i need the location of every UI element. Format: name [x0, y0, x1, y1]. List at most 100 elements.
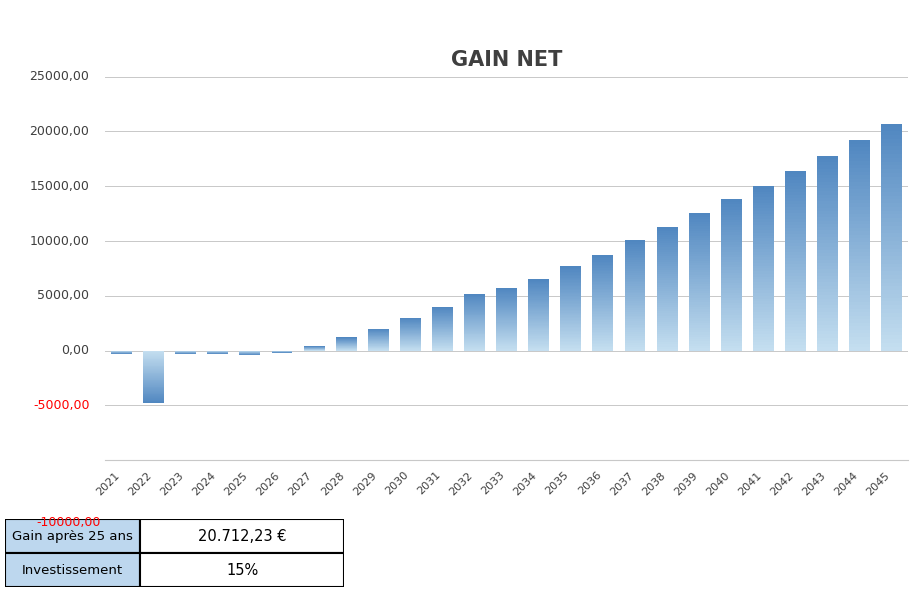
Bar — [592, 284, 613, 286]
Bar — [849, 305, 870, 309]
Bar — [560, 296, 581, 297]
Bar — [657, 338, 678, 340]
Bar — [881, 248, 902, 253]
Bar — [689, 254, 710, 256]
Bar — [464, 347, 485, 348]
Bar — [721, 202, 742, 205]
Bar — [817, 279, 838, 283]
Bar — [657, 262, 678, 264]
Bar — [881, 305, 902, 309]
Bar — [657, 274, 678, 276]
Bar — [592, 308, 613, 309]
Bar — [785, 314, 806, 317]
Bar — [817, 237, 838, 240]
Bar — [849, 189, 870, 193]
Bar — [689, 321, 710, 323]
Bar — [528, 349, 549, 350]
Bar — [592, 282, 613, 284]
Bar — [657, 328, 678, 330]
Bar — [432, 332, 453, 333]
Bar — [560, 316, 581, 317]
Bar — [881, 290, 902, 294]
Bar — [721, 207, 742, 209]
Bar — [592, 329, 613, 330]
Bar — [721, 326, 742, 328]
Bar — [689, 231, 710, 233]
Bar — [624, 319, 646, 321]
Bar — [785, 342, 806, 345]
Bar — [753, 334, 774, 337]
Bar — [657, 299, 678, 301]
Bar — [785, 201, 806, 204]
Bar — [592, 277, 613, 279]
Bar — [721, 242, 742, 245]
Bar — [432, 313, 453, 314]
Bar — [592, 260, 613, 261]
Bar — [689, 325, 710, 327]
Bar — [496, 320, 517, 322]
Bar — [432, 308, 453, 309]
Bar — [721, 275, 742, 277]
Text: Gain après 25 ans: Gain après 25 ans — [12, 530, 133, 543]
Bar — [143, 382, 164, 383]
Bar — [432, 311, 453, 312]
Bar — [560, 318, 581, 320]
Bar — [560, 317, 581, 318]
Bar — [689, 286, 710, 289]
Bar — [817, 243, 838, 247]
Bar — [849, 284, 870, 287]
Bar — [721, 298, 742, 300]
Bar — [464, 314, 485, 316]
Bar — [753, 282, 774, 285]
Bar — [881, 199, 902, 203]
Bar — [528, 280, 549, 281]
Bar — [753, 323, 774, 326]
Bar — [432, 307, 453, 308]
Bar — [753, 301, 774, 304]
Bar — [721, 288, 742, 290]
Bar — [881, 245, 902, 248]
Bar — [721, 313, 742, 315]
Bar — [817, 305, 838, 309]
Bar — [849, 214, 870, 217]
Bar — [817, 318, 838, 322]
Bar — [496, 341, 517, 342]
Bar — [624, 275, 646, 277]
Bar — [881, 347, 902, 350]
Bar — [849, 280, 870, 284]
Bar — [592, 339, 613, 341]
Bar — [881, 184, 902, 188]
Bar — [753, 233, 774, 235]
Bar — [721, 310, 742, 313]
Bar — [849, 340, 870, 343]
Bar — [143, 374, 164, 375]
Bar — [753, 195, 774, 197]
Bar — [464, 316, 485, 317]
Bar — [849, 238, 870, 242]
Bar — [657, 312, 678, 313]
Bar — [817, 156, 838, 159]
Bar — [657, 289, 678, 291]
Bar — [560, 266, 581, 268]
Bar — [753, 192, 774, 195]
Bar — [432, 340, 453, 341]
Bar — [753, 280, 774, 282]
Bar — [881, 218, 902, 222]
Bar — [624, 260, 646, 262]
Bar — [528, 288, 549, 289]
Bar — [624, 262, 646, 264]
Bar — [624, 329, 646, 330]
Bar — [785, 291, 806, 294]
Bar — [721, 260, 742, 263]
Title: GAIN NET: GAIN NET — [451, 50, 562, 70]
Bar — [753, 277, 774, 280]
Bar — [657, 239, 678, 241]
Bar — [624, 304, 646, 306]
Bar — [881, 264, 902, 267]
Bar — [689, 235, 710, 238]
Bar — [849, 267, 870, 270]
Bar — [432, 349, 453, 350]
Bar — [849, 347, 870, 350]
Bar — [464, 308, 485, 309]
Bar — [560, 313, 581, 314]
